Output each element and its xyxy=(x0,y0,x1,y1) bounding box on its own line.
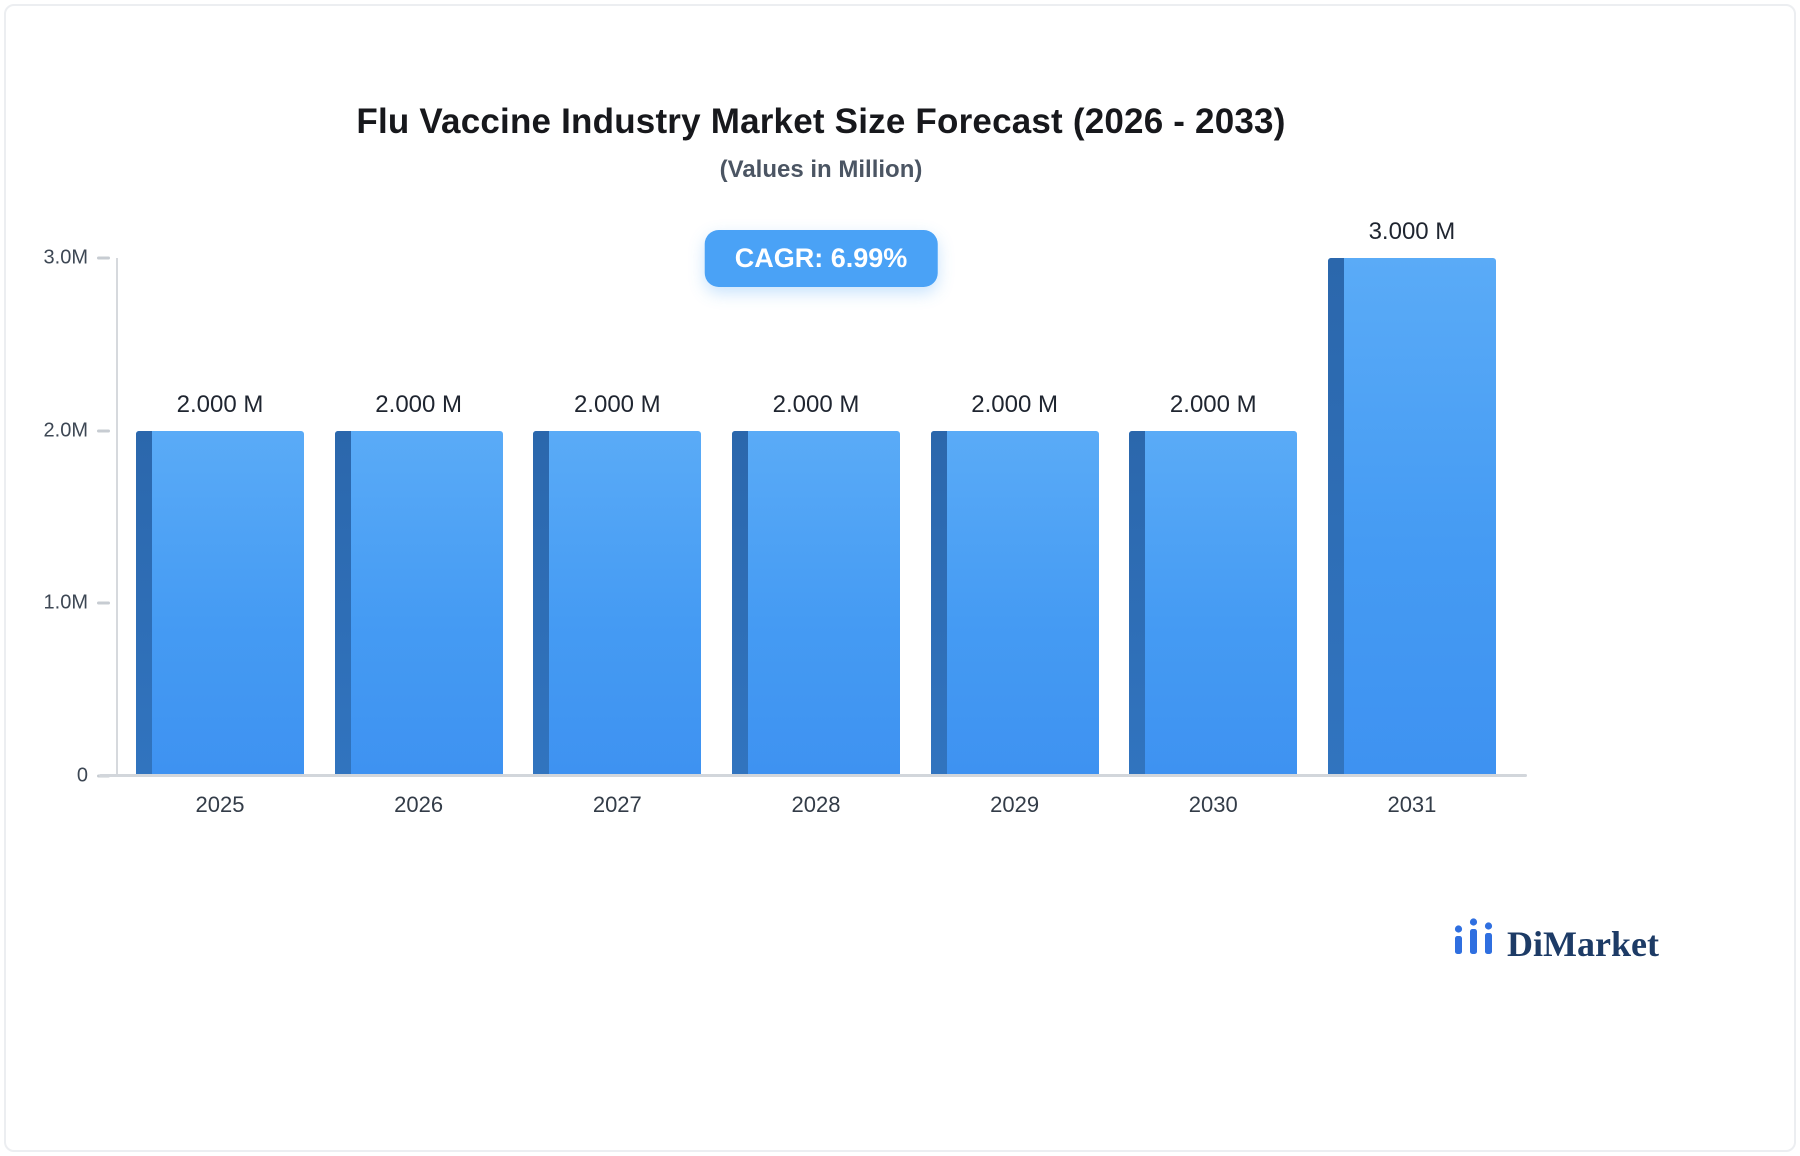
y-tick-label: 2.0M xyxy=(43,419,88,442)
bar-value-label-2026: 2.000 M xyxy=(375,390,463,418)
bar-value-label-2027: 2.000 M xyxy=(573,390,661,418)
logo-text: DiMarket xyxy=(1507,924,1659,964)
y-tick-label: 1.0M xyxy=(43,591,88,614)
y-axis-line xyxy=(116,258,118,776)
x-axis-label-2030: 2030 xyxy=(1188,792,1238,817)
x-axis-label-2031: 2031 xyxy=(1387,792,1437,817)
bars-container: 2.000 M 2.000 M 2.000 M 2.000 M 2.000 M 2.000… xyxy=(136,218,1496,777)
x-axis-label-2025: 2025 xyxy=(195,792,245,817)
bar-2027 xyxy=(533,430,702,777)
bar-2031 xyxy=(1327,258,1496,776)
bar-column-2028: 2.000 M xyxy=(731,258,900,777)
x-axis-baseline xyxy=(99,774,1527,777)
bar-column-2030: 2.000 M xyxy=(1129,258,1298,777)
bar-column-2025: 2.000 M xyxy=(136,258,304,777)
y-tick-mark xyxy=(97,256,110,260)
bar-2029 xyxy=(930,430,1099,777)
bar-2025 xyxy=(136,430,304,777)
x-axis-labels: 2025 2026 2027 2028 2029 2030 2031 xyxy=(136,792,1496,818)
x-axis-label-2029: 2029 xyxy=(990,792,1040,817)
bar-column-2029: 2.000 M xyxy=(930,258,1099,777)
bar-column-2026: 2.000 M xyxy=(334,258,503,777)
bar-value-label-2031: 3.000 M xyxy=(1368,218,1456,245)
cagr-badge: CAGR: 6.99% xyxy=(704,230,938,287)
y-tick-label: 3.0M xyxy=(43,246,88,269)
bar-column-2027: 2.000 M xyxy=(533,258,702,777)
bar-value-label-2028: 2.000 M xyxy=(772,390,860,418)
bar-2028 xyxy=(731,430,900,777)
bar-value-label-2030: 2.000 M xyxy=(1169,390,1257,418)
chart-card: Flu Vaccine Industry Market Size Forecas… xyxy=(4,4,1796,1152)
x-axis-label-2026: 2026 xyxy=(394,792,444,817)
y-tick-label: 0 xyxy=(76,764,88,787)
y-tick-mark xyxy=(97,601,110,605)
x-axis-label-2027: 2027 xyxy=(592,792,642,817)
chart-subtitle: (Values in Million) xyxy=(719,156,923,183)
bar-column-2031: 3.000 M xyxy=(1327,218,1496,776)
y-tick-1.0M: 1.0M xyxy=(44,592,110,615)
bar-chart-icon xyxy=(1451,915,1497,962)
y-axis-ticks: 0 1.0M 2.0M 3.0M xyxy=(6,247,110,787)
x-axis-label-2028: 2028 xyxy=(791,792,841,817)
y-tick-3.0M: 3.0M xyxy=(44,247,110,270)
dimarket-logo: DiMarket xyxy=(1451,915,1659,962)
bar-value-label-2025: 2.000 M xyxy=(176,390,264,418)
chart-title: Flu Vaccine Industry Market Size Forecas… xyxy=(356,102,1286,141)
bar-2030 xyxy=(1129,430,1298,777)
y-tick-2.0M: 2.0M xyxy=(44,419,110,442)
bar-value-label-2029: 2.000 M xyxy=(971,390,1058,418)
bar-2026 xyxy=(334,430,503,777)
y-tick-mark xyxy=(97,429,110,433)
